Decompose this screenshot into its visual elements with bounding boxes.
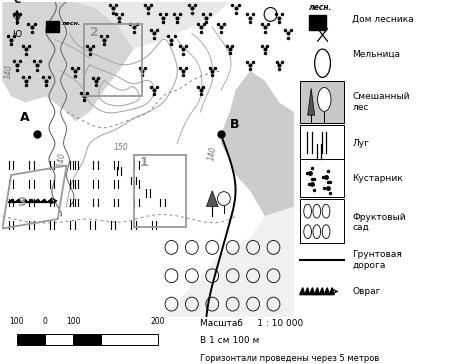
Polygon shape xyxy=(2,2,134,122)
Text: 100: 100 xyxy=(9,317,24,326)
Text: 3: 3 xyxy=(17,197,26,209)
Circle shape xyxy=(318,87,331,111)
Polygon shape xyxy=(15,199,21,202)
Text: С: С xyxy=(13,0,20,5)
Text: Дом лесника: Дом лесника xyxy=(352,15,414,24)
Bar xyxy=(73,333,101,345)
Text: Овраг: Овраг xyxy=(352,287,381,296)
Polygon shape xyxy=(221,71,294,222)
Bar xyxy=(300,80,344,123)
Polygon shape xyxy=(75,2,230,49)
Polygon shape xyxy=(21,199,27,202)
Text: A: A xyxy=(20,111,29,124)
Polygon shape xyxy=(319,288,324,294)
Text: Грунтовая
дорога: Грунтовая дорога xyxy=(352,250,402,270)
Bar xyxy=(300,199,344,243)
Text: лесн.: лесн. xyxy=(309,3,332,12)
Text: 2: 2 xyxy=(90,27,99,39)
Polygon shape xyxy=(34,199,40,202)
Polygon shape xyxy=(329,288,334,294)
Text: B: B xyxy=(230,118,239,131)
Bar xyxy=(45,333,73,345)
Bar xyxy=(101,333,158,345)
Text: Смешанный
лес: Смешанный лес xyxy=(352,92,410,112)
Circle shape xyxy=(218,192,230,206)
Text: 150: 150 xyxy=(113,143,128,152)
Bar xyxy=(134,155,186,227)
Polygon shape xyxy=(300,288,305,294)
Polygon shape xyxy=(314,288,319,294)
Text: 140: 140 xyxy=(56,152,66,167)
Polygon shape xyxy=(46,199,53,202)
Text: Горизонтали проведены через 5 метров: Горизонтали проведены через 5 метров xyxy=(201,353,380,363)
Text: 100: 100 xyxy=(66,317,81,326)
Bar xyxy=(17,333,45,345)
Bar xyxy=(300,159,344,197)
Text: 1: 1 xyxy=(139,155,148,169)
Polygon shape xyxy=(8,199,15,202)
Polygon shape xyxy=(324,288,329,294)
Polygon shape xyxy=(206,191,218,206)
Polygon shape xyxy=(40,199,46,202)
Text: Ю: Ю xyxy=(12,30,21,39)
Text: лесн.: лесн. xyxy=(62,21,82,26)
Polygon shape xyxy=(308,88,315,115)
Bar xyxy=(46,21,59,32)
Bar xyxy=(300,124,344,162)
Polygon shape xyxy=(305,288,310,294)
Polygon shape xyxy=(163,206,294,317)
Text: Масштаб     1 : 10 000: Масштаб 1 : 10 000 xyxy=(201,319,304,328)
Text: 0: 0 xyxy=(42,317,47,326)
Bar xyxy=(309,15,326,29)
Text: В 1 см 100 м: В 1 см 100 м xyxy=(201,336,260,345)
Text: 140: 140 xyxy=(4,64,14,79)
Polygon shape xyxy=(27,199,34,202)
Text: 200: 200 xyxy=(151,317,165,326)
Polygon shape xyxy=(310,288,314,294)
Text: Кустарник: Кустарник xyxy=(352,174,403,183)
Text: 140: 140 xyxy=(206,145,218,161)
Bar xyxy=(84,24,142,96)
Text: Мельница: Мельница xyxy=(352,49,401,58)
Text: Фруктовый
сад: Фруктовый сад xyxy=(352,213,406,232)
Text: Луг: Луг xyxy=(352,139,369,148)
